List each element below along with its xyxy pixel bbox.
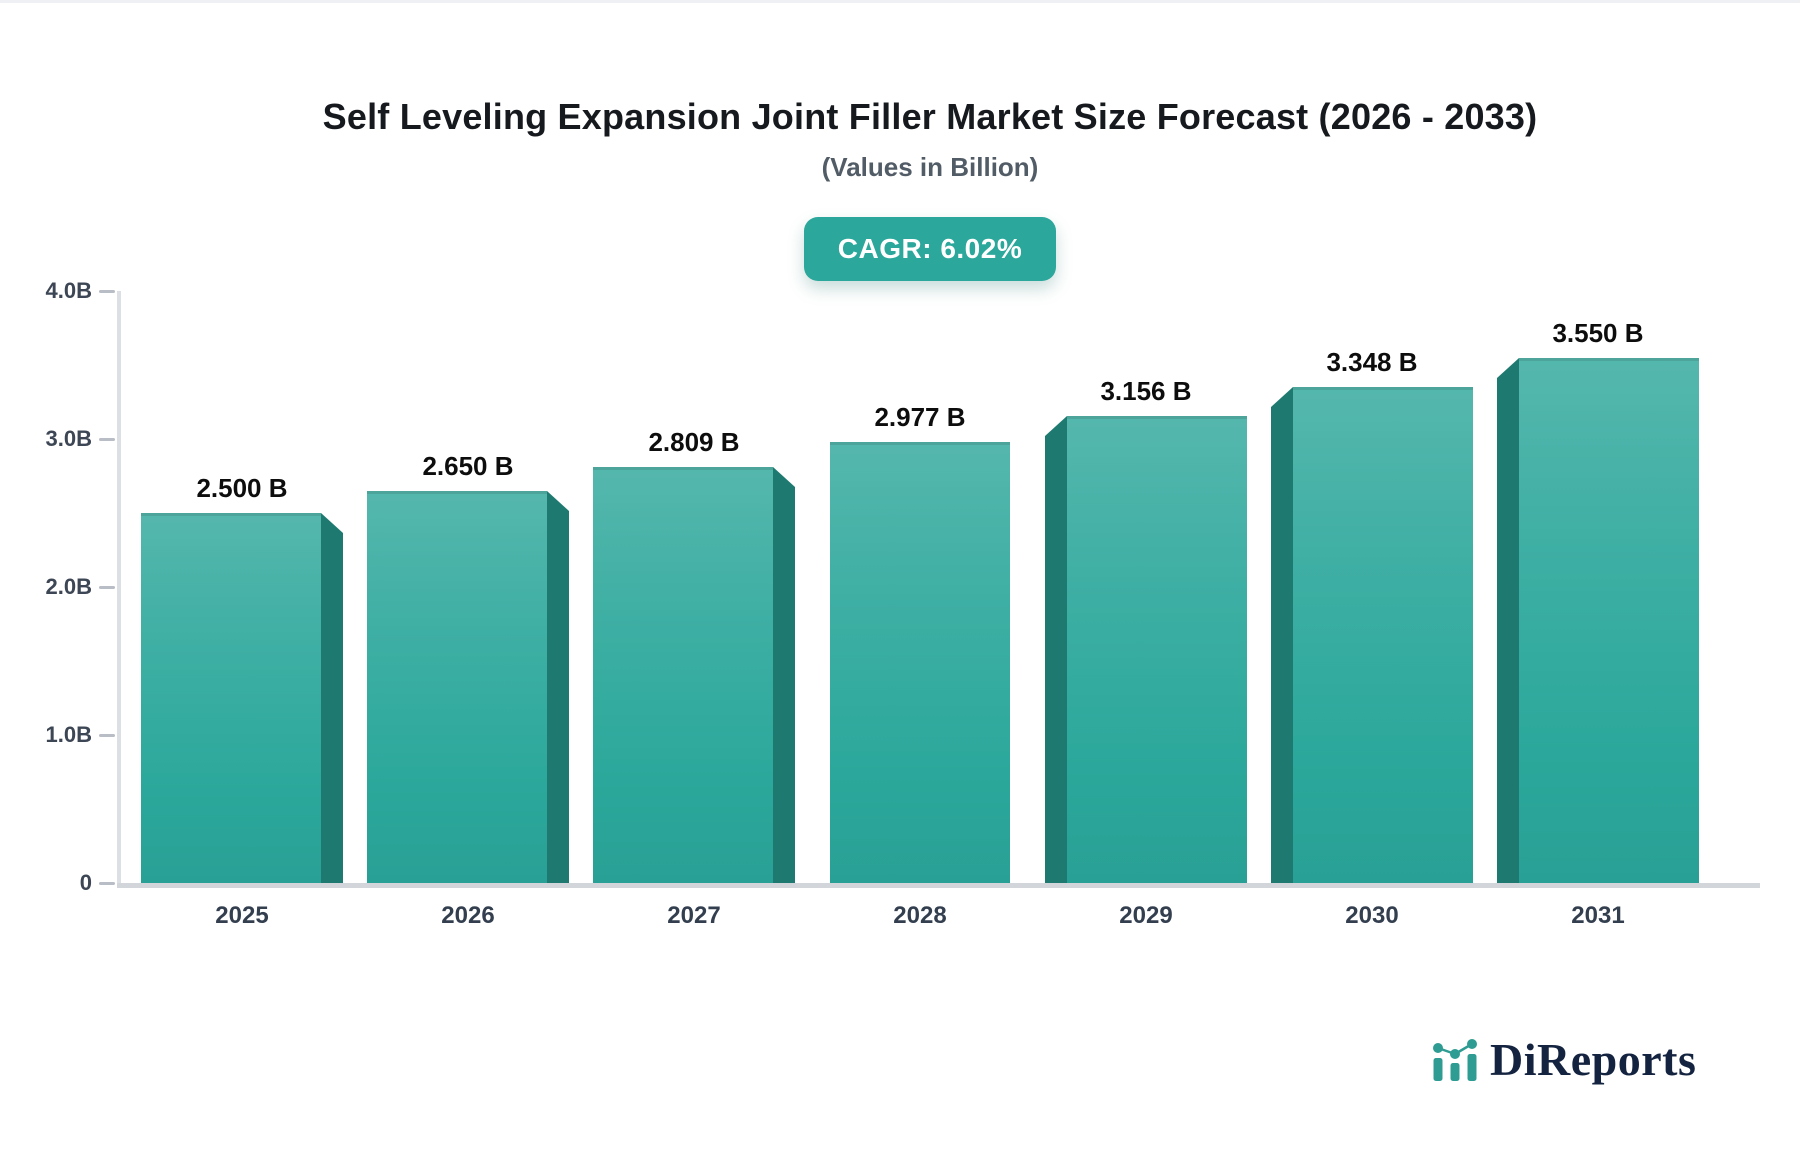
bar-side-3d <box>1497 358 1519 883</box>
y-axis-tick-label: 1.0B <box>45 722 92 747</box>
direports-logo: DiReports <box>1428 1032 1696 1086</box>
bar-value-label: 2.977 B <box>874 402 966 432</box>
bar-value-label: 2.650 B <box>422 451 514 481</box>
bar-face <box>1067 416 1247 883</box>
bar-side-3d <box>321 513 343 883</box>
bar-2029: 3.156 B <box>1045 376 1247 883</box>
bar-value-label: 2.809 B <box>648 427 740 457</box>
x-axis-label-2025: 2025 <box>215 902 269 929</box>
bar-face <box>830 442 1010 883</box>
y-axis-tick-mark <box>99 290 115 293</box>
page-top-edge <box>0 0 1800 3</box>
y-axis-tick-mark <box>99 734 115 737</box>
chart-subtitle: (Values in Billion) <box>821 152 1039 182</box>
chart-header: Self Leveling Expansion Joint Filler Mar… <box>50 0 1800 281</box>
y-axis-tick-label: 0 <box>79 870 92 895</box>
bar-2027: 2.809 B <box>593 427 795 883</box>
bar-2026: 2.650 B <box>367 451 569 883</box>
mini-bar-chart-icon <box>1433 1039 1477 1081</box>
bar-value-label: 2.500 B <box>196 473 288 503</box>
x-axis-label-2029: 2029 <box>1119 902 1173 929</box>
bar-value-label: 3.156 B <box>1100 376 1192 406</box>
bar-face <box>367 491 547 883</box>
y-axis-tick-label: 4.0B <box>45 278 92 303</box>
bar-side-3d <box>773 467 795 883</box>
bar-face <box>1519 358 1699 883</box>
bars-area: 2.500 B 2.650 B 2.809 B 2.977 B 3.156 B 3.348… <box>141 318 1699 883</box>
x-axis-label-2031: 2031 <box>1571 902 1625 929</box>
y-axis-tick-mark <box>99 882 115 885</box>
bar-value-label: 3.550 B <box>1552 318 1644 348</box>
bar-face <box>141 513 321 883</box>
y-axis-tick-label: 3.0B <box>45 426 92 451</box>
y-axis-line <box>117 291 121 883</box>
cagr-badge: CAGR: 6.02% <box>803 217 1057 281</box>
x-axis-label-2027: 2027 <box>667 902 721 929</box>
y-axis-tick-mark <box>99 438 115 441</box>
bar-2030: 3.348 B <box>1271 347 1473 883</box>
y-axis-tick-mark <box>99 586 115 589</box>
bar-2031: 3.550 B <box>1497 318 1699 883</box>
bar-face <box>593 467 773 883</box>
bar-face <box>1293 387 1473 883</box>
bar-value-label: 3.348 B <box>1326 347 1418 377</box>
logo-text: DiReports <box>1490 1033 1697 1085</box>
x-axis-label-2028: 2028 <box>893 902 947 929</box>
x-axis-line <box>117 883 1760 888</box>
bar-side-3d <box>1045 416 1067 883</box>
bar-side-3d <box>1271 387 1293 883</box>
x-axis-label-2026: 2026 <box>441 902 495 929</box>
bar-2025: 2.500 B <box>141 473 343 883</box>
y-axis-tick-label: 2.0B <box>45 574 92 599</box>
x-axis-label-2030: 2030 <box>1345 902 1399 929</box>
bar-2028: 2.977 B <box>830 402 1010 883</box>
chart-title: Self Leveling Expansion Joint Filler Mar… <box>322 96 1538 137</box>
bar-side-3d <box>547 491 569 883</box>
